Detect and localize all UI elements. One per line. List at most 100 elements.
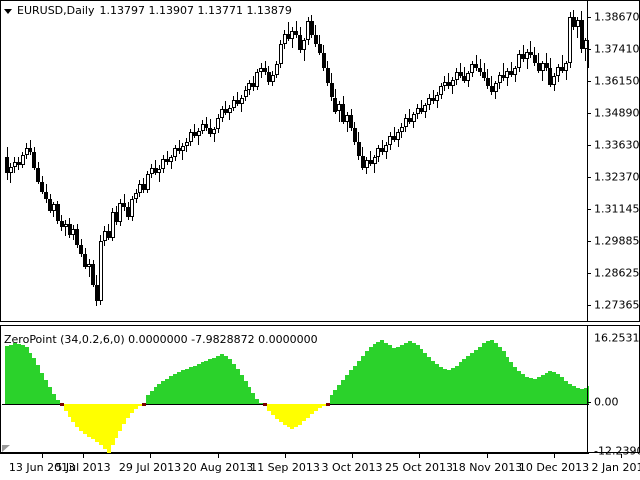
histogram-bar-positive [505, 356, 509, 405]
histogram-bar-positive [451, 367, 455, 405]
candle-body-bearish [357, 142, 361, 157]
histogram-bar-negative [306, 404, 310, 418]
histogram-bar-positive [17, 344, 21, 405]
candle-wick [562, 55, 563, 74]
histogram-bar-positive [509, 362, 513, 405]
candle-wick [214, 126, 215, 143]
price-axis-label: 1.38670 [594, 10, 640, 24]
candle-body-bullish [306, 21, 310, 41]
date-axis-tick [218, 454, 219, 458]
histogram-bar-negative [279, 404, 283, 423]
histogram-bar-negative [290, 404, 294, 430]
candle-wick [370, 150, 371, 167]
histogram-bar-positive [502, 351, 506, 405]
candle-wick [65, 219, 66, 237]
candle-body-bullish [388, 135, 392, 145]
candle-body-bullish [197, 130, 201, 136]
price-axis-label: 1.28625 [594, 266, 640, 280]
candle-body-bearish [509, 70, 513, 75]
histogram-bar-transition [326, 402, 330, 406]
indicator-subwindow[interactable]: ZeroPoint (34,0.2,6,0) 0.0000000 -7.9828… [0, 325, 640, 457]
histogram-bar-negative [111, 404, 115, 446]
histogram-bar-positive [32, 358, 36, 405]
candle-wick [159, 164, 160, 182]
candle-body-bullish [384, 144, 388, 153]
candle-wick [530, 41, 531, 59]
histogram-bar-positive [486, 341, 490, 405]
candle-body-bullish [244, 89, 248, 98]
histogram-bar-positive [349, 370, 353, 405]
histogram-bar-positive [40, 372, 44, 405]
candle-body-bullish [71, 228, 75, 236]
indicator-y-axis[interactable]: 16.253177 0.00 -12.23905 [587, 326, 640, 457]
candle-body-bearish [333, 97, 337, 112]
candle-body-bearish [318, 44, 322, 53]
histogram-bar-positive [431, 360, 435, 405]
candle-body-bullish [525, 51, 529, 60]
candle-body-bullish [556, 66, 560, 76]
candle-body-bearish [361, 156, 365, 168]
date-axis-tick [419, 454, 420, 458]
candle-body-bullish [373, 157, 377, 164]
histogram-bar-positive [408, 341, 412, 405]
candle-body-bearish [251, 83, 255, 88]
candle-body-bearish [474, 64, 478, 69]
candle-body-bullish [64, 223, 68, 228]
indicator-plot-area[interactable] [2, 340, 589, 453]
candle-body-bearish [533, 55, 537, 64]
candle-body-bullish [451, 79, 455, 87]
candle-body-bearish [177, 148, 181, 151]
histogram-bar-positive [259, 402, 263, 405]
histogram-bar-positive [521, 374, 525, 405]
candle-wick [511, 61, 512, 78]
indicator-axis-label: 16.253177 [594, 331, 640, 345]
histogram-bar-positive [533, 379, 537, 405]
candle-body-bearish [419, 107, 423, 112]
candle-body-bearish [298, 35, 302, 51]
price-chart-panel[interactable]: EURUSD,Daily 1.13797 1.13907 1.13771 1.1… [0, 0, 640, 322]
price-axis-line [587, 1, 588, 321]
indicator-name-label: ZeroPoint (34,0.2,6,0) 0.0000000 -7.9828… [4, 333, 318, 346]
candle-body-bearish [326, 68, 330, 84]
candle-body-bearish [56, 204, 60, 221]
chart-resize-handle-icon[interactable] [2, 445, 10, 452]
histogram-bar-positive [330, 394, 334, 405]
histogram-bar-positive [251, 392, 255, 405]
candle-body-bearish [32, 152, 36, 168]
histogram-bar-negative [79, 404, 83, 431]
histogram-bar-positive [443, 368, 447, 405]
candle-body-bullish [541, 63, 545, 71]
histogram-bar-positive [474, 349, 478, 405]
histogram-bar-positive [416, 345, 420, 405]
candle-body-bearish [122, 203, 126, 207]
histogram-bar-positive [353, 365, 357, 405]
histogram-bar-positive [388, 344, 392, 405]
price-y-axis[interactable]: 1.38670 1.37410 1.36150 1.34890 1.33630 1.323… [587, 1, 640, 321]
histogram-bar-positive [177, 372, 181, 405]
candle-body-bearish [95, 284, 99, 302]
candle-body-bearish [314, 35, 318, 44]
candle-body-bullish [404, 117, 408, 127]
histogram-bar-positive [154, 387, 158, 405]
date-x-axis[interactable]: 13 Jun 2013 5 Jul 2013 29 Jul 2013 20 Aug 2… [0, 453, 640, 480]
histogram-bar-positive [361, 356, 365, 405]
candle-body-bearish [75, 228, 79, 246]
histogram-bar-positive [48, 387, 52, 405]
candle-wick [538, 52, 539, 74]
date-axis-label: 5 Jul 2013 [55, 461, 111, 474]
histogram-bar-positive [435, 364, 439, 405]
date-axis-tick [487, 454, 488, 458]
price-axis-label: 1.34890 [594, 106, 640, 120]
candle-body-bearish [5, 157, 9, 174]
histogram-bar-positive [455, 365, 459, 405]
chevron-down-icon[interactable] [4, 9, 12, 14]
candle-body-bearish [165, 158, 169, 163]
histogram-bar-negative [287, 404, 291, 428]
histogram-bar-positive [208, 359, 212, 405]
candle-body-bullish [517, 54, 521, 69]
candle-body-bearish [580, 19, 584, 50]
price-plot-area[interactable] [2, 2, 589, 322]
candle-body-bearish [588, 40, 589, 69]
candle-body-bearish [204, 124, 208, 129]
candle-body-bullish [552, 75, 556, 85]
